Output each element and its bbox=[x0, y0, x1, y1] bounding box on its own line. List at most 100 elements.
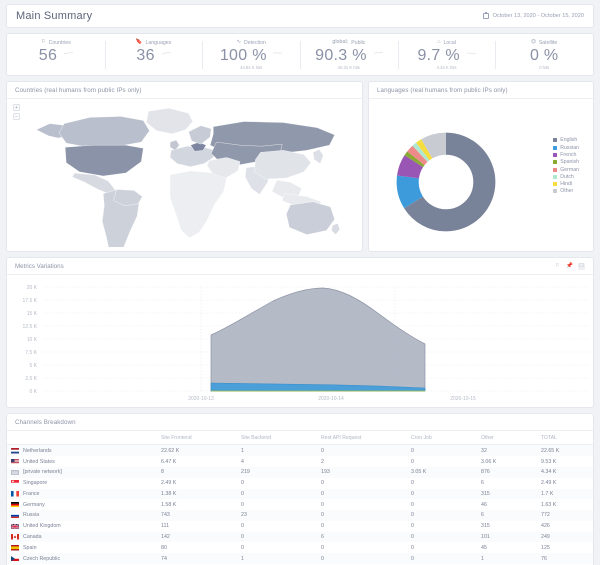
cell-cron-job: 0 bbox=[411, 490, 414, 497]
x-tick-label: 2020-10-13 bbox=[188, 396, 214, 402]
legend-swatch bbox=[553, 160, 558, 165]
y-tick-label: 2.5 K bbox=[25, 376, 37, 382]
legend-item-russian[interactable]: Russian bbox=[553, 145, 579, 151]
legend-item-english[interactable]: English bbox=[553, 137, 579, 143]
column-header-site-frontend[interactable]: Site Frontend bbox=[157, 431, 237, 446]
kpi-label-text: Languages bbox=[145, 40, 172, 46]
column-header-total[interactable]: TOTAL bbox=[537, 431, 593, 446]
legend-item-hindi[interactable]: Hindi bbox=[553, 181, 579, 187]
table-row[interactable]: Russia 743 23 0 0 6 772 bbox=[7, 510, 593, 521]
kpi-satellite-value: 0 % bbox=[529, 47, 559, 64]
kpi-local-value: 9.7 % bbox=[402, 47, 492, 65]
metrics-chart-body[interactable]: 20 K 17.5 K 15 K 12.5 K 10 K 7.5 K 5 K 2… bbox=[7, 275, 593, 407]
cell-other: 6 bbox=[481, 512, 484, 519]
kpi-public[interactable]: global; Public 90.3 % 40.31 K hits bbox=[300, 39, 398, 70]
table-row[interactable]: France 1.38 K 0 0 0 315 1.7 K bbox=[7, 488, 593, 500]
kpi-languages[interactable]: 🔖 Languages 36 bbox=[104, 39, 203, 70]
cell-other: 101 bbox=[481, 534, 490, 541]
legend-swatch bbox=[553, 189, 558, 194]
legend-item-german[interactable]: German bbox=[553, 167, 579, 173]
cell-site-backend: 0 bbox=[241, 480, 244, 487]
country-name: Russia bbox=[23, 512, 40, 519]
legend-item-dutch[interactable]: Dutch bbox=[553, 174, 579, 180]
date-range-picker[interactable]: October 13, 2020 - October 15, 2020 bbox=[482, 12, 584, 19]
column-header-rest-api-request[interactable]: Rest API Request bbox=[317, 431, 407, 446]
table-row[interactable]: Spain 80 0 0 0 45 125 bbox=[7, 542, 593, 553]
table-row[interactable]: Canada 142 0 6 0 101 249 bbox=[7, 531, 593, 543]
cell-rest-api-request: 6 bbox=[321, 534, 324, 541]
table-row[interactable]: Netherlands 22.62 K 1 0 0 32 22.65 K bbox=[7, 444, 593, 457]
kpi-detection-value: 100 % bbox=[206, 47, 296, 65]
cell-site-backend: 219 bbox=[241, 469, 250, 476]
kpi-satellite[interactable]: ⏣ Satellite 0 % 0 hits bbox=[495, 39, 593, 70]
cell-country: France bbox=[7, 489, 157, 500]
languages-donut-chart[interactable] bbox=[381, 117, 511, 247]
countries-map-body[interactable]: + − bbox=[7, 99, 362, 256]
flag-icon bbox=[11, 480, 19, 486]
globe-icon: global; bbox=[332, 39, 349, 46]
legend-label: English bbox=[560, 137, 578, 144]
column-header-other[interactable]: Other bbox=[477, 431, 537, 446]
map-zoom-in-button[interactable]: + bbox=[13, 104, 20, 112]
legend-item-other[interactable]: Other bbox=[553, 188, 579, 194]
table-row[interactable]: Czech Republic 74 1 0 0 1 76 bbox=[7, 553, 593, 564]
cell-country: United Kingdom bbox=[7, 521, 157, 532]
cell-country: Netherlands bbox=[7, 445, 157, 456]
column-header-site-backend[interactable]: Site Backend bbox=[237, 431, 317, 446]
y-tick-label: 10 K bbox=[27, 337, 38, 343]
map-zoom-out-button[interactable]: − bbox=[13, 113, 20, 121]
cell-other: 46 bbox=[481, 501, 487, 508]
kpi-label-text: Public bbox=[351, 40, 366, 46]
pin-icon[interactable]: 📌 bbox=[566, 263, 573, 270]
table-row[interactable]: Singapore 2.49 K 0 0 0 6 2.49 K bbox=[7, 478, 593, 489]
cell-site-frontend: 111 bbox=[161, 523, 170, 530]
cell-cron-job: 0 bbox=[411, 523, 414, 530]
cell-cron-job: 0 bbox=[411, 555, 414, 562]
kpi-label-text: Countries bbox=[48, 40, 71, 46]
cell-site-backend: 0 bbox=[241, 534, 244, 541]
kpi-detection-sub: 44.64 K hits bbox=[240, 65, 263, 71]
y-tick-label: 7.5 K bbox=[25, 350, 37, 356]
y-tick-label: 20 K bbox=[27, 285, 38, 291]
flag-icon bbox=[11, 458, 19, 465]
table-row[interactable]: United Kingdom 111 0 0 0 315 426 bbox=[7, 521, 593, 532]
table-row[interactable]: United States 6.47 K 4 2 0 3.06 K 9.53 K bbox=[7, 456, 593, 467]
x-tick-label: 2020-10-15 bbox=[450, 396, 476, 402]
y-tick-label: 17.5 K bbox=[23, 298, 38, 304]
metrics-area-chart[interactable]: 20 K 17.5 K 15 K 12.5 K 10 K 7.5 K 5 K 2… bbox=[11, 279, 597, 405]
country-name: Czech Republic bbox=[23, 555, 61, 562]
cell-site-frontend: 6.47 K bbox=[161, 458, 177, 465]
kpi-label-text: Detection bbox=[243, 40, 266, 46]
column-header-country[interactable] bbox=[7, 431, 157, 446]
page-header: Main Summary October 13, 2020 - October … bbox=[6, 4, 594, 28]
country-name: Netherlands bbox=[23, 447, 52, 454]
cell-cron-job: 0 bbox=[411, 458, 414, 465]
cell-rest-api-request: 0 bbox=[321, 490, 324, 497]
fullscreen-icon[interactable]: ☐ bbox=[578, 263, 585, 271]
table-row[interactable]: Germany 1.58 K 0 0 0 46 1.63 K bbox=[7, 499, 593, 510]
table-row[interactable]: [private network] 8 219 193 3.05 K 876 4.34 K bbox=[7, 466, 593, 478]
column-header-cron-job[interactable]: Cron Job bbox=[407, 431, 477, 446]
map-zoom-controls[interactable]: + − bbox=[13, 104, 20, 122]
languages-panel: Languages (real humans from public IPs o… bbox=[368, 81, 594, 253]
kpi-local[interactable]: ⌂ Local 9.7 % 4.34 K hits bbox=[397, 39, 496, 70]
legend-label: Spanish bbox=[560, 159, 579, 166]
legend-item-french[interactable]: French bbox=[553, 152, 579, 158]
country-name: United States bbox=[23, 458, 55, 465]
metrics-variations-panel: Metrics Variations ⚐ 📌 ☐ 20 K 17.5 K 15 … bbox=[6, 257, 594, 409]
kpi-detection[interactable]: ∿ Detection 100 % 44.64 K hits bbox=[202, 39, 300, 71]
cell-site-frontend: 1.38 K bbox=[161, 490, 177, 497]
legend-item-spanish[interactable]: Spanish bbox=[553, 159, 579, 165]
legend-label: French bbox=[560, 151, 577, 158]
cell-other: 45 bbox=[481, 544, 487, 551]
legend-label: Russian bbox=[560, 144, 579, 151]
sparkline-icon bbox=[161, 51, 171, 55]
table-body: Netherlands 22.62 K 1 0 0 32 22.65 K United Sta… bbox=[7, 444, 593, 565]
cell-cron-job: 0 bbox=[411, 512, 414, 519]
cell-country: Czech Republic bbox=[7, 553, 157, 564]
kpi-countries[interactable]: ⚐ Countries 56 bbox=[7, 39, 105, 70]
languages-panel-title: Languages (real humans from public IPs o… bbox=[369, 82, 593, 100]
flag-icon[interactable]: ⚐ bbox=[555, 263, 560, 270]
cell-cron-job: 0 bbox=[411, 501, 414, 508]
country-name: Germany bbox=[23, 501, 45, 508]
